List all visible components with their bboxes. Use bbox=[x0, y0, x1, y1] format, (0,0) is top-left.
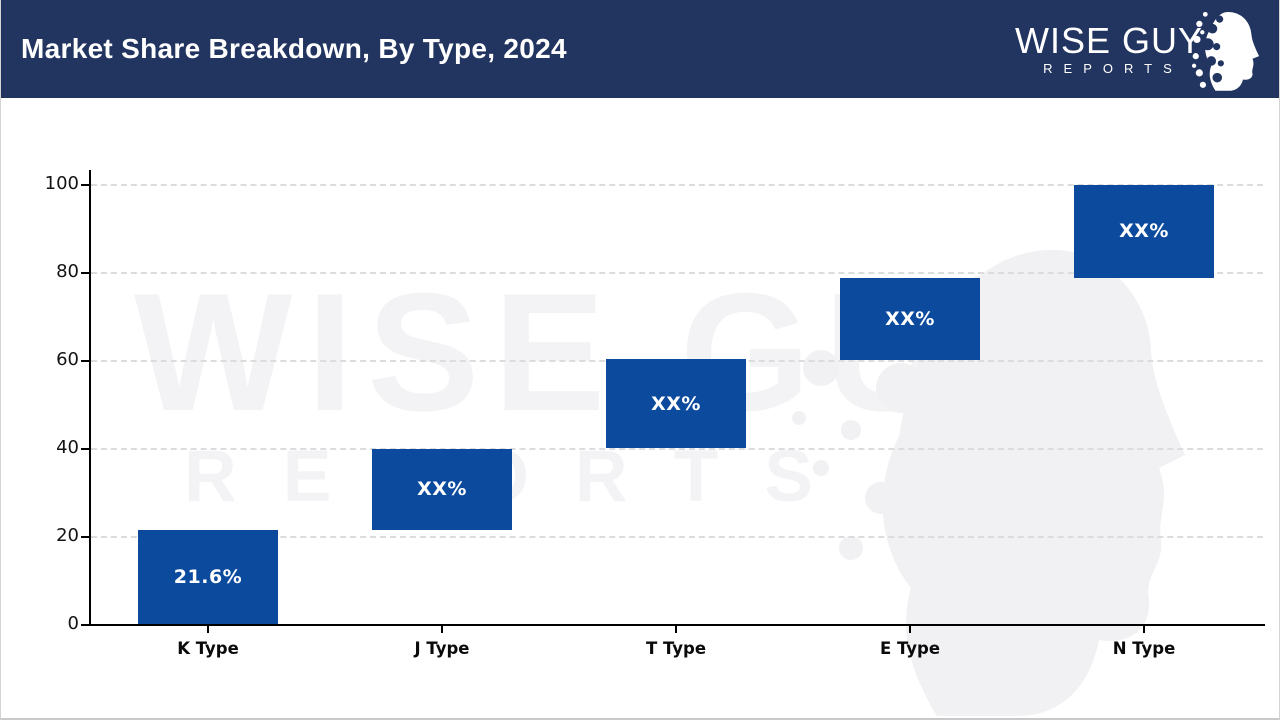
x-tick-mark-k-type bbox=[207, 626, 209, 633]
bar-value-label-k-type: 21.6% bbox=[173, 566, 243, 589]
bar-n-type: XX% bbox=[1074, 185, 1214, 278]
category-label-k-type: K Type bbox=[177, 639, 239, 658]
y-tick-mark-60 bbox=[81, 360, 90, 362]
gridline-20 bbox=[91, 536, 1263, 538]
bar-value-label-e-type: XX% bbox=[885, 308, 935, 331]
category-label-t-type: T Type bbox=[645, 639, 707, 658]
y-tick-label-80: 80 bbox=[56, 261, 79, 282]
x-axis-line bbox=[89, 624, 1265, 626]
gridline-80 bbox=[91, 272, 1263, 274]
x-tick-mark-j-type bbox=[441, 626, 443, 633]
y-tick-mark-100 bbox=[81, 184, 90, 186]
brand-logo: WISE GUY REPORTS bbox=[1015, 4, 1267, 94]
y-tick-mark-80 bbox=[81, 272, 90, 274]
bar-k-type: 21.6% bbox=[138, 529, 278, 625]
bar-value-label-t-type: XX% bbox=[651, 392, 701, 415]
y-tick-label-0: 0 bbox=[67, 613, 79, 634]
y-axis-line bbox=[89, 170, 91, 626]
y-tick-mark-0 bbox=[81, 624, 90, 626]
y-tick-label-40: 40 bbox=[56, 437, 79, 458]
bar-value-label-n-type: XX% bbox=[1119, 220, 1169, 243]
y-tick-label-60: 60 bbox=[56, 349, 79, 370]
x-tick-mark-e-type bbox=[909, 626, 911, 633]
y-tick-mark-20 bbox=[81, 536, 90, 538]
bar-e-type: XX% bbox=[840, 278, 980, 361]
y-tick-label-100: 100 bbox=[44, 173, 79, 194]
bar-t-type: XX% bbox=[606, 359, 746, 449]
brand-dotted-head-icon bbox=[1191, 11, 1260, 91]
x-tick-mark-t-type bbox=[675, 626, 677, 633]
gridline-40 bbox=[91, 448, 1263, 450]
brand-name: WISE GUY bbox=[1014, 20, 1203, 62]
category-label-j-type: J Type bbox=[414, 639, 470, 658]
x-tick-mark-n-type bbox=[1143, 626, 1145, 633]
watermark-dotted-head-icon bbox=[792, 249, 1185, 716]
page-title: Market Share Breakdown, By Type, 2024 bbox=[21, 33, 567, 64]
bar-j-type: XX% bbox=[372, 449, 512, 530]
y-tick-mark-40 bbox=[81, 448, 90, 450]
y-tick-label-20: 20 bbox=[56, 525, 79, 546]
category-label-n-type: N Type bbox=[1112, 639, 1176, 658]
gridline-100 bbox=[91, 184, 1263, 186]
brand-logo-text: WISE GUY REPORTS bbox=[1015, 22, 1203, 76]
category-label-e-type: E Type bbox=[879, 639, 941, 658]
brand-subtitle: REPORTS bbox=[1043, 60, 1183, 76]
header-bar: Market Share Breakdown, By Type, 2024 WI… bbox=[1, 0, 1279, 98]
bar-value-label-j-type: XX% bbox=[417, 478, 467, 501]
